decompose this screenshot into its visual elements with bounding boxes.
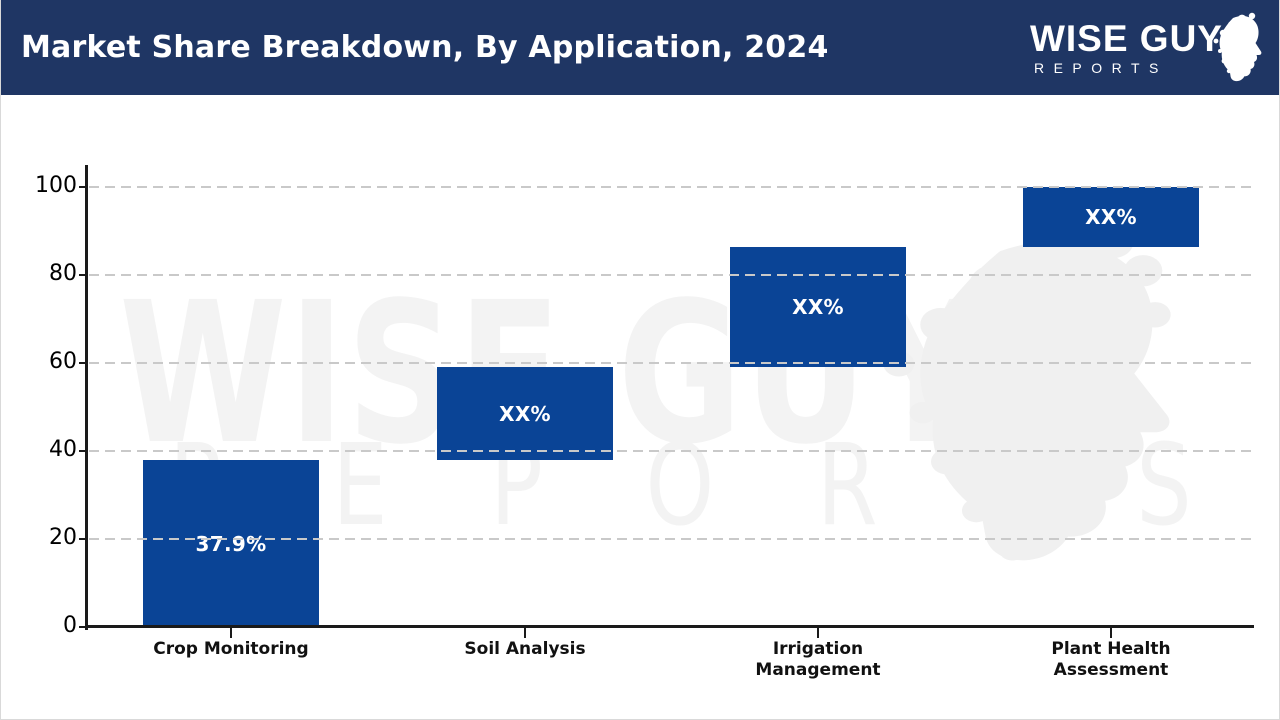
page-title: Market Share Breakdown, By Application, … <box>21 30 829 65</box>
bar-segment: XX% <box>1023 187 1199 247</box>
x-axis-category-label-line: Soil Analysis <box>464 639 586 659</box>
y-tick <box>79 186 88 188</box>
bar-segment: XX% <box>730 246 906 367</box>
y-tick-label: 0 <box>63 613 77 638</box>
logo-face-icon <box>1213 12 1262 81</box>
header-bar: Market Share Breakdown, By Application, … <box>1 0 1279 95</box>
brand-logo: WISE GUY REPORTS <box>1030 10 1263 86</box>
y-tick-label: 60 <box>49 349 77 374</box>
bar-segment: 37.9% <box>143 460 319 627</box>
bar-value-label: XX% <box>499 401 551 426</box>
x-axis-category-label-line: Plant Health <box>1051 639 1171 659</box>
y-gridline <box>89 538 1254 540</box>
x-axis-category-label-line: Irrigation <box>772 639 864 659</box>
y-tick-label: 80 <box>49 261 77 286</box>
x-tick <box>524 628 526 638</box>
y-tick-label: 20 <box>49 525 77 550</box>
y-gridline <box>89 274 1254 276</box>
y-tick-label: 100 <box>35 173 77 198</box>
y-tick <box>79 450 88 452</box>
x-tick <box>1110 628 1112 638</box>
y-tick <box>79 626 88 628</box>
y-tick <box>79 274 88 276</box>
y-tick <box>79 362 88 364</box>
bar-segment: XX% <box>437 366 613 461</box>
y-gridline <box>89 186 1254 188</box>
x-axis-line <box>86 625 1254 628</box>
y-axis-line <box>85 165 88 630</box>
x-axis-category-label: Crop Monitoring <box>71 639 391 660</box>
x-axis-category-label-line: Assessment <box>1053 660 1169 681</box>
bar-value-label: XX% <box>1085 204 1137 229</box>
bar-value-label: XX% <box>792 294 844 319</box>
brand-subtitle: REPORTS <box>1033 60 1168 76</box>
bar-value-label: 37.9% <box>195 531 267 556</box>
brand-name: WISE GUY <box>1029 18 1223 59</box>
y-tick <box>79 538 88 540</box>
y-gridline <box>89 450 1254 452</box>
y-gridline <box>89 362 1254 364</box>
x-tick <box>230 628 232 638</box>
x-tick <box>817 628 819 638</box>
x-axis-category-label-line: Management <box>755 660 881 681</box>
x-axis-category-label: Irrigation Management <box>658 639 978 682</box>
x-axis-category-label-line: Crop Monitoring <box>153 639 309 659</box>
y-tick-label: 40 <box>49 437 77 462</box>
x-axis-category-label: Soil Analysis <box>365 639 685 660</box>
x-axis-category-label: Plant Health Assessment <box>951 639 1271 682</box>
watermark-face-icon <box>883 224 1171 561</box>
